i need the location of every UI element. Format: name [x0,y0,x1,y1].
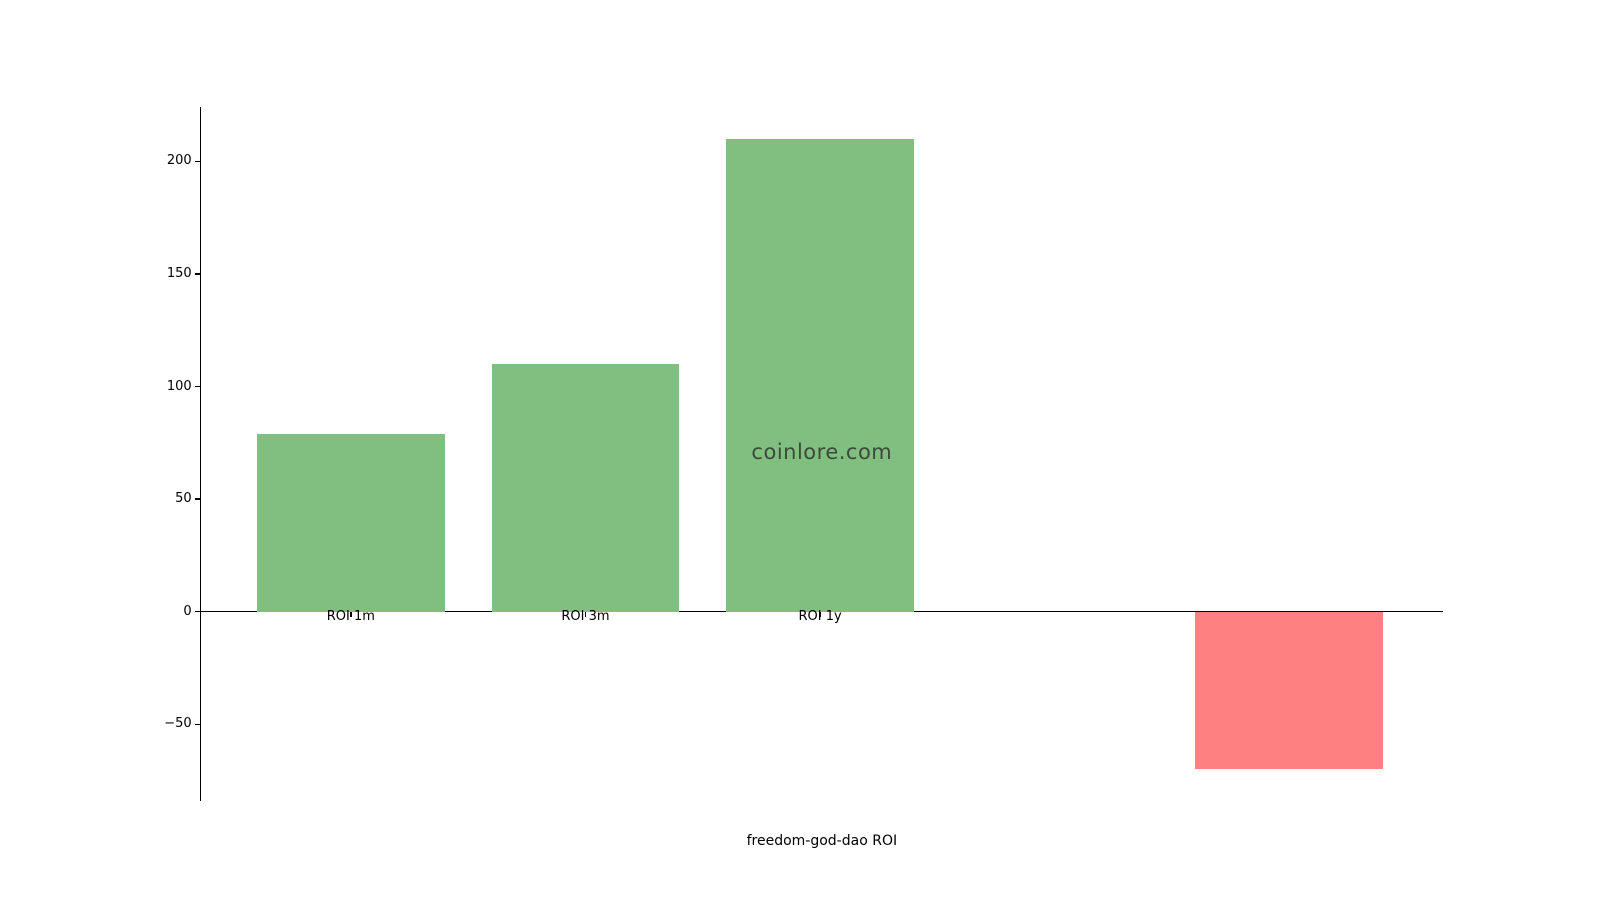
y-tick [194,723,201,725]
y-tick-label: 50 [175,491,192,507]
bar-negative-3 [1195,611,1384,770]
x-axis-zero-line [200,610,1443,613]
x-tick [350,611,352,618]
x-tick-label: ROI 3m [561,609,610,625]
y-tick [194,610,201,613]
y-tick [194,498,201,500]
y-tick [194,385,201,388]
bar-roi-3m [491,363,680,612]
y-tick-label: −50 [164,716,192,732]
x-tick [819,611,821,618]
y-tick-label: 150 [166,265,192,281]
bar-roi-1m [257,433,445,612]
chart-title: freedom-god-dao ROI [746,833,898,849]
y-tick-label: 100 [166,378,192,394]
x-tick [584,611,587,618]
y-tick [194,273,201,275]
y-tick-label: 200 [166,153,192,169]
y-tick [194,160,201,163]
y-axis-spine [200,107,202,801]
watermark-text: coinlore.com [751,440,893,464]
x-tick-label: ROI 1m [326,609,375,625]
x-tick-label: ROI 1y [798,609,842,625]
y-tick-label: 0 [183,603,192,619]
bar-roi-1y [726,138,914,612]
